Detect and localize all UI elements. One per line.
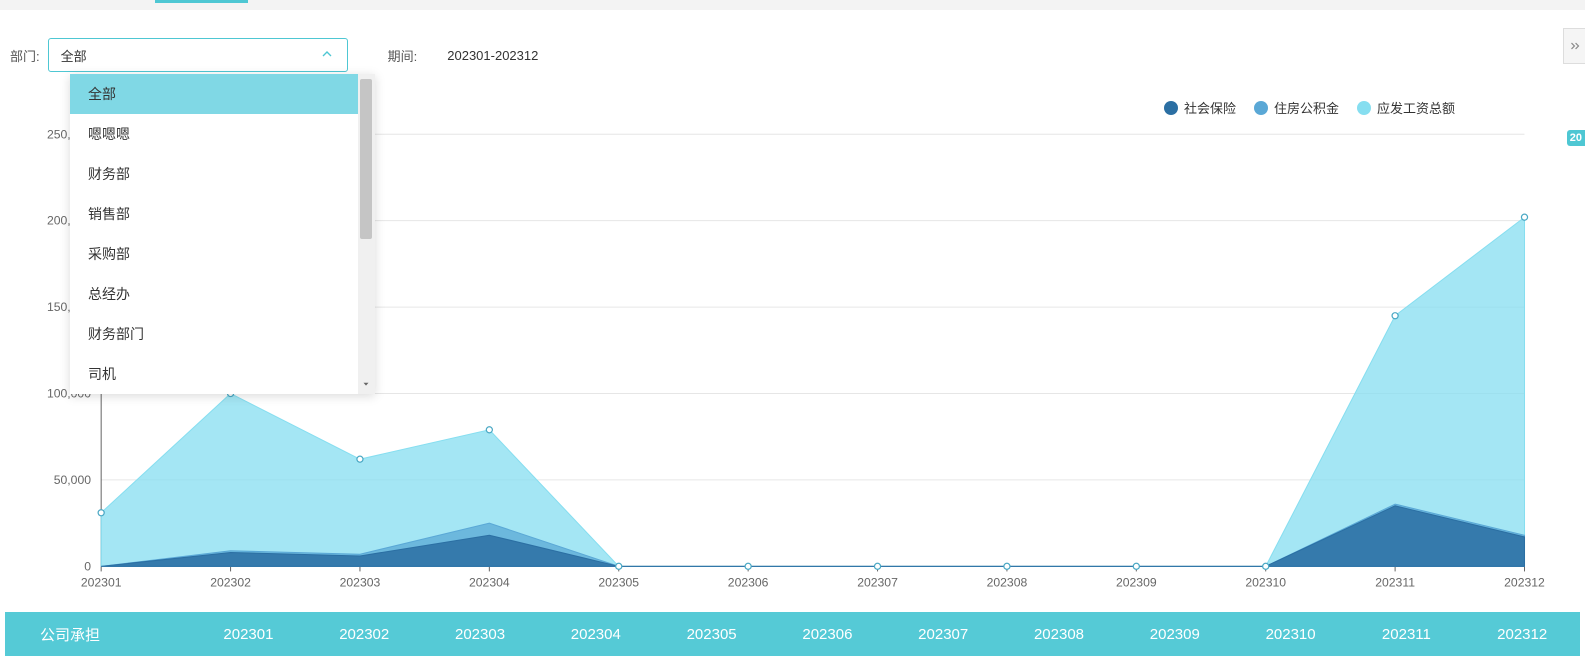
table-header-cell: 202308 [1001, 626, 1117, 643]
legend-item-housing[interactable]: 住房公积金 [1254, 98, 1339, 117]
dropdown-option[interactable]: 司机 [70, 354, 358, 394]
table-header-cell: 202305 [654, 626, 770, 643]
svg-text:202302: 202302 [210, 576, 251, 590]
period-value: 202301-202312 [447, 48, 538, 63]
dept-select[interactable]: 全部 [48, 38, 348, 72]
svg-text:0: 0 [84, 559, 91, 573]
table-header-cell: 202303 [422, 626, 538, 643]
svg-text:202301: 202301 [81, 576, 122, 590]
scrollbar-thumb[interactable] [360, 79, 372, 239]
period-label: 期间: [388, 46, 418, 65]
legend-dot-icon [1164, 101, 1178, 115]
legend-dot-icon [1254, 101, 1268, 115]
dept-dropdown: 全部嗯嗯嗯财务部销售部采购部总经办财务部门司机 [70, 74, 375, 394]
dept-label: 部门: [10, 46, 40, 65]
table-header-cell: 202311 [1349, 626, 1465, 643]
dropdown-option[interactable]: 销售部 [70, 194, 358, 234]
table-header-cell: 202301 [191, 626, 307, 643]
table-header-cell: 202304 [538, 626, 654, 643]
legend-item-gross[interactable]: 应发工资总额 [1357, 98, 1455, 117]
table-header-cell: 202302 [306, 626, 422, 643]
svg-text:202308: 202308 [987, 576, 1028, 590]
legend-label: 社会保险 [1184, 98, 1236, 117]
chevron-up-icon [319, 46, 335, 65]
table-header-cell: 202312 [1464, 626, 1580, 643]
svg-text:202307: 202307 [857, 576, 898, 590]
svg-text:202311: 202311 [1375, 576, 1415, 590]
filter-row: 部门: 全部 期间: 202301-202312 [0, 10, 1585, 72]
table-header-cell: 202310 [1233, 626, 1349, 643]
table-header-cell: 202306 [770, 626, 886, 643]
svg-text:202312: 202312 [1504, 576, 1545, 590]
svg-text:202309: 202309 [1116, 576, 1157, 590]
svg-text:202304: 202304 [469, 576, 510, 590]
svg-text:202305: 202305 [598, 576, 639, 590]
dropdown-option[interactable]: 全部 [70, 74, 358, 114]
dropdown-option[interactable]: 采购部 [70, 234, 358, 274]
legend-item-social[interactable]: 社会保险 [1164, 98, 1236, 117]
svg-text:202303: 202303 [340, 576, 381, 590]
active-tab-indicator [155, 0, 248, 3]
svg-text:202306: 202306 [728, 576, 769, 590]
table-header-cell: 202309 [1117, 626, 1233, 643]
legend-label: 住房公积金 [1274, 98, 1339, 117]
table-header-cell: 202307 [885, 626, 1001, 643]
svg-text:50,000: 50,000 [54, 473, 91, 487]
side-badge: 20 [1567, 130, 1585, 146]
dropdown-option[interactable]: 财务部 [70, 154, 358, 194]
table-header-cell: 公司承担 [5, 624, 191, 645]
dropdown-option[interactable]: 财务部门 [70, 314, 358, 354]
dropdown-option[interactable]: 嗯嗯嗯 [70, 114, 358, 154]
chevron-down-icon [361, 377, 371, 392]
expand-button[interactable] [1563, 28, 1585, 64]
dropdown-scrollbar[interactable] [358, 74, 375, 394]
dropdown-option[interactable]: 总经办 [70, 274, 358, 314]
dept-select-value: 全部 [61, 46, 87, 65]
legend-dot-icon [1357, 101, 1371, 115]
dropdown-list: 全部嗯嗯嗯财务部销售部采购部总经办财务部门司机 [70, 74, 358, 394]
top-bar [0, 0, 1585, 10]
table-header-row: 公司承担202301202302202303202304202305202306… [5, 612, 1580, 656]
svg-text:202310: 202310 [1245, 576, 1286, 590]
legend-label: 应发工资总额 [1377, 98, 1455, 117]
